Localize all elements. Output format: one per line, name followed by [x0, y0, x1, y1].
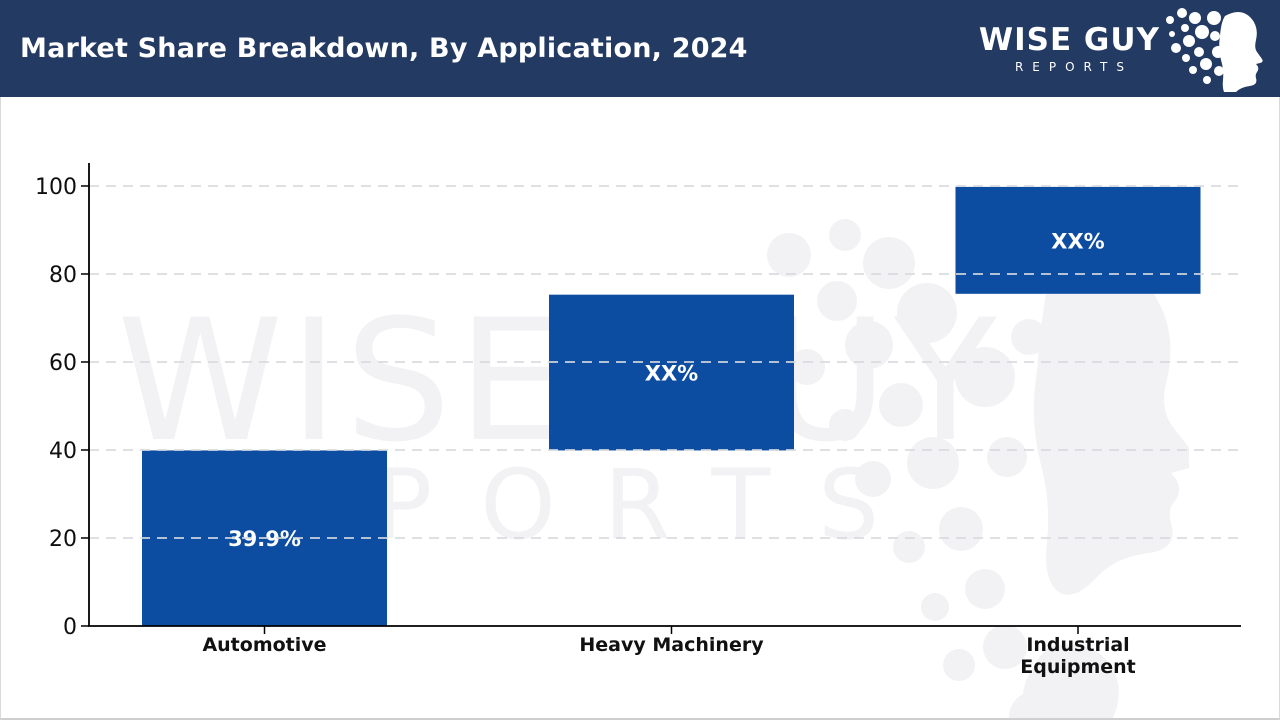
x-label-2: Heavy Machinery: [579, 634, 764, 656]
y-tick-label-20: 20: [49, 527, 77, 552]
brand-subtitle: REPORTS: [1014, 59, 1133, 74]
bar-label-1: 39.9%: [228, 527, 301, 551]
x-label-1: Automotive: [202, 634, 326, 656]
x-label-3: Industrial Equipment: [1020, 634, 1136, 678]
bar-2: [549, 294, 794, 451]
bar-label-3: XX%: [1051, 229, 1104, 253]
header-bar: Market Share Breakdown, By Application, …: [0, 0, 1280, 97]
y-tick-label-60: 60: [49, 351, 77, 376]
brand-logo: WISE GUY REPORTS: [979, 6, 1266, 92]
page-title: Market Share Breakdown, By Application, …: [20, 33, 748, 64]
chart-area: WISE GUY REPORTS 39.9% XX% XX% 0 20 40 60 80: [0, 97, 1280, 720]
brand-name: WISE GUY: [978, 21, 1160, 58]
y-tick-label-80: 80: [49, 263, 77, 288]
brand-wordmark: WISE GUY REPORTS: [978, 21, 1160, 74]
y-tick-label-40: 40: [49, 439, 77, 464]
y-tick-label-0: 0: [63, 615, 77, 640]
brand-face-icon: [1166, 7, 1263, 92]
bar-label-2: XX%: [645, 362, 698, 386]
y-tick-label-100: 100: [35, 175, 77, 200]
bar-chart: 39.9% XX% XX% 0 20 40 60 80 100 Automotive Heavy M…: [35, 163, 1241, 678]
